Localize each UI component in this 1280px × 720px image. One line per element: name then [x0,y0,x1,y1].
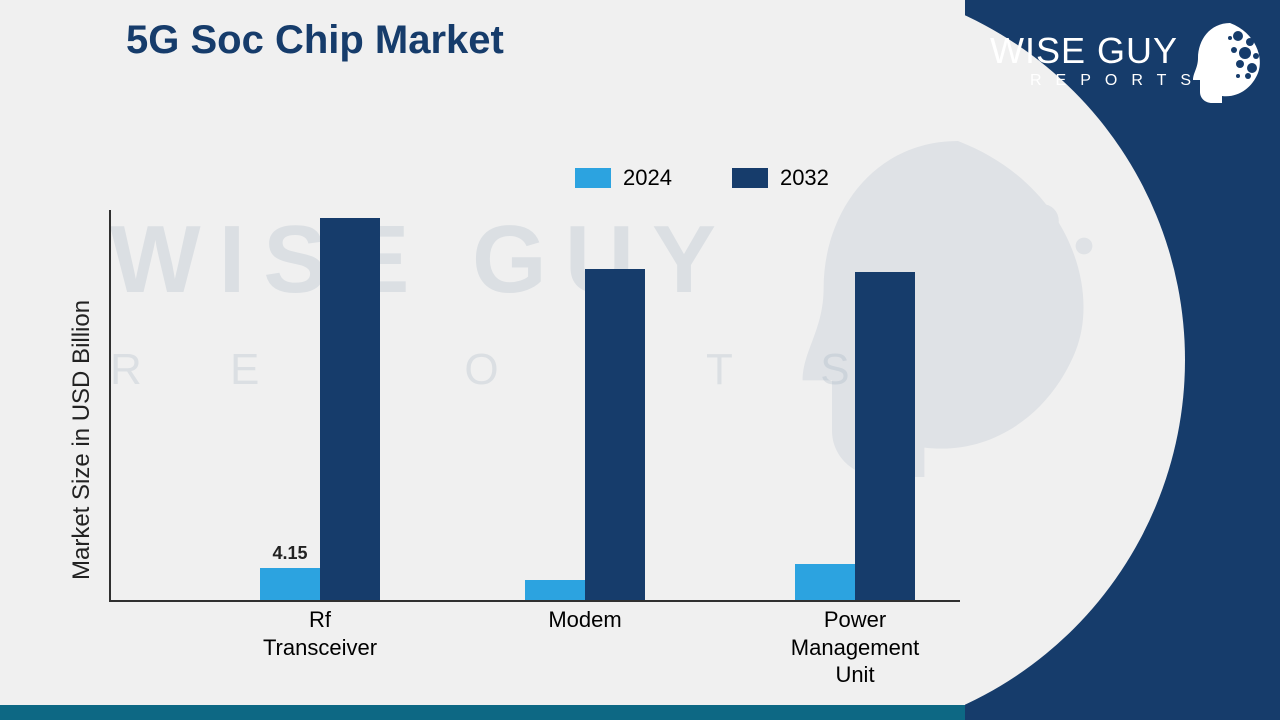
legend-label-2024: 2024 [623,165,672,191]
brand-head-icon [1190,18,1270,108]
brand-main-text: WISE GUY [990,30,1178,72]
chart-canvas: WISE GUY R E P O R T S 5G Soc Chip Marke… [0,0,1280,720]
legend-item-2032: 2032 [732,165,829,191]
brand-sub-text: REPORTS [1030,72,1205,90]
chart-legend: 2024 2032 [575,165,829,191]
legend-swatch-2024 [575,168,611,188]
legend-item-2024: 2024 [575,165,672,191]
category-label: RfTransceiver [220,606,420,661]
bar-2024-1 [525,580,585,600]
legend-label-2032: 2032 [780,165,829,191]
bar-value-label: 4.15 [272,543,307,564]
bar-2032-2 [855,272,915,600]
y-axis-line [109,210,111,600]
bar-2024-0 [260,568,320,600]
y-axis-label: Market Size in USD Billion [68,300,96,580]
category-label: Modem [485,606,685,634]
chart-title: 5G Soc Chip Market [126,18,504,63]
legend-swatch-2032 [732,168,768,188]
x-axis-line [109,600,960,602]
chart-plot: 4.15RfTransceiverModemPowerManagementUni… [110,210,960,600]
bar-2032-0 [320,218,380,600]
category-label: PowerManagementUnit [755,606,955,689]
bar-2024-2 [795,564,855,600]
bottom-accent-band [0,705,965,720]
bar-2032-1 [585,269,645,601]
